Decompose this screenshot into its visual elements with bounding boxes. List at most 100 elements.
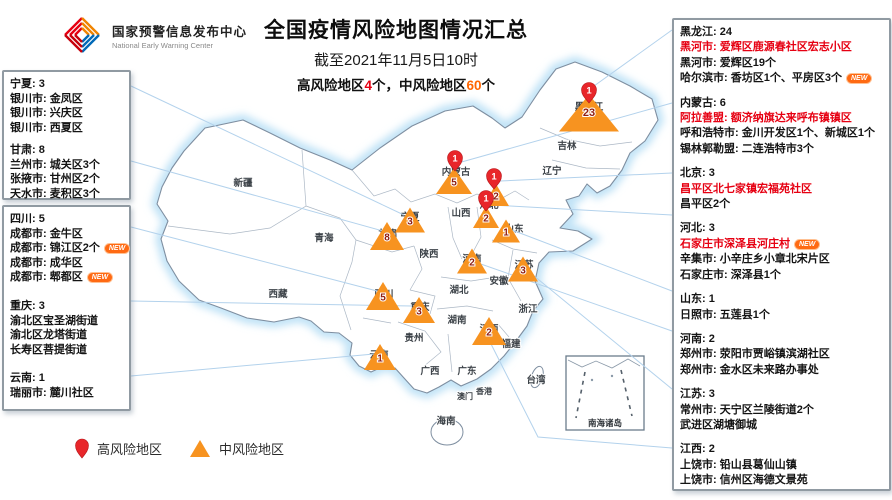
province-summary: 江西: 2 bbox=[680, 443, 715, 456]
org-name-en: National Early Warning Center bbox=[112, 40, 214, 50]
org-logo: 国家预警信息发布中心 National Early Warning Center bbox=[60, 13, 247, 57]
header: 全国疫情风险地图情况汇总 截至2021年11月5日10时 高风险地区4个，中风险… bbox=[240, 14, 552, 94]
high-risk-count: 1 bbox=[586, 86, 592, 97]
high-risk-pin: 1 bbox=[478, 190, 494, 212]
medium-risk-count: 2 bbox=[493, 192, 499, 203]
risk-area-line: 银川市: 兴庆区 bbox=[10, 107, 83, 119]
medium-risk-count: 3 bbox=[416, 307, 422, 318]
risk-area-line: 辛集市: 小辛庄乡小章北宋片区 bbox=[680, 253, 830, 266]
medium-risk-count: 2 bbox=[486, 328, 492, 339]
high-risk-count: 4 bbox=[364, 78, 372, 93]
callout-line bbox=[477, 262, 673, 332]
risk-panel-sichuan-chongqing-yunnan: 四川: 5 成都市: 金牛区 成都市: 锦江区2个 NEW 成都市: 成华区 成都市: 郫… bbox=[2, 205, 131, 411]
risk-area-line: 昌平区2个 bbox=[680, 198, 731, 211]
medium-risk-marker bbox=[472, 317, 506, 345]
province-summary: 内蒙古: 6 bbox=[680, 96, 726, 109]
callout-line bbox=[130, 85, 405, 216]
medium-risk-count: 3 bbox=[407, 217, 413, 228]
risk-area-line: 成都市: 锦江区2个 NEW bbox=[10, 241, 131, 256]
risk-area-line: 哈尔滨市: 香坊区1个、平房区3个 NEW bbox=[680, 71, 883, 86]
risk-area-line: 阿拉善盟: 额济纳旗达来呼布镇镇区 bbox=[680, 112, 852, 125]
south-china-sea-inset: 南海诸岛 bbox=[565, 355, 645, 431]
medium-risk-marker bbox=[436, 168, 472, 194]
high-risk-count: 1 bbox=[483, 194, 489, 205]
province-label: 辽宁 bbox=[542, 165, 562, 177]
callout-lines bbox=[130, 29, 673, 449]
new-badge: NEW bbox=[794, 238, 821, 250]
medium-risk-count: 2 bbox=[469, 258, 475, 269]
medium-risk-marker bbox=[559, 94, 619, 132]
province-summary: 河南: 2 bbox=[680, 332, 715, 345]
risk-area-line: 日照市: 五莲县1个 bbox=[680, 308, 770, 321]
province-label: 海南 bbox=[436, 415, 456, 427]
province-label: 新疆 bbox=[233, 177, 253, 189]
medium-risk-label: 中风险地区 bbox=[398, 78, 467, 93]
risk-area-line: 郑州市: 荥阳市贾峪镇滨湖社区 bbox=[680, 348, 830, 361]
risk-area-line: 成都市: 郫都区 NEW bbox=[10, 270, 123, 285]
province-summary: 四川: 5 bbox=[10, 213, 45, 225]
callout-line bbox=[491, 204, 673, 216]
province-summary: 云南: 1 bbox=[10, 372, 45, 385]
province-label: 湖南 bbox=[447, 314, 467, 326]
legend-medium-risk-label: 中风险地区 bbox=[219, 441, 285, 457]
risk-area-line: 黑河市: 爱辉区鹿源春社区宏志小区 bbox=[680, 41, 852, 54]
province-label: 澳门 bbox=[457, 391, 473, 401]
risk-area-line: 郑州市: 金水区未来路办事处 bbox=[680, 363, 819, 376]
province-summary: 江苏: 3 bbox=[680, 388, 715, 401]
medium-risk-marker bbox=[403, 297, 435, 323]
province-label: 山西 bbox=[451, 207, 471, 219]
risk-area-line: 上饶市: 铅山县葛仙山镇 bbox=[680, 458, 797, 471]
as-of-date: 截至2021年11月5日10时 bbox=[314, 52, 478, 69]
province-label: 陕西 bbox=[419, 248, 439, 260]
risk-area-line: 昌平区北七家镇宏福苑社区 bbox=[680, 182, 812, 195]
medium-risk-count: 5 bbox=[451, 178, 457, 189]
province-label: 广西 bbox=[420, 365, 440, 377]
risk-area-line: 张掖市: 甘州区2个 bbox=[10, 173, 100, 185]
high-risk-pin: 1 bbox=[447, 150, 463, 172]
new-badge: NEW bbox=[86, 272, 114, 284]
high-risk-count: 1 bbox=[452, 154, 458, 165]
callout-line bbox=[527, 270, 673, 390]
province-label: 香港 bbox=[475, 386, 493, 396]
province-summary: 重庆: 3 bbox=[10, 299, 45, 312]
medium-risk-count: 5 bbox=[380, 293, 386, 304]
risk-area-line: 兰州市: 城关区3个 bbox=[10, 158, 100, 171]
risk-area-line: 长寿区菩提街道 bbox=[10, 343, 87, 356]
medium-risk-count: 60 bbox=[466, 78, 482, 93]
org-name-cn: 国家预警信息发布中心 bbox=[112, 24, 248, 39]
risk-area-line: 黑河市: 爱辉区19个 bbox=[680, 56, 776, 69]
province-label: 西藏 bbox=[268, 288, 288, 300]
callout-line bbox=[130, 300, 413, 307]
risk-area-line: 银川市: 西夏区 bbox=[10, 121, 83, 134]
high-risk-pin: 1 bbox=[486, 168, 502, 190]
risk-area-line: 天水市: 麦积区3个 bbox=[10, 187, 100, 200]
province-label: 青海 bbox=[314, 232, 334, 244]
province-label: 贵州 bbox=[404, 332, 423, 344]
hainan-island bbox=[430, 418, 464, 446]
risk-area-line: 锡林郭勒盟: 二连浩特市3个 bbox=[680, 142, 814, 155]
risk-area-line: 石家庄市深泽县河庄村 NEW bbox=[680, 237, 883, 252]
legend-high-risk-label: 高风险地区 bbox=[97, 441, 163, 457]
new-badge: NEW bbox=[103, 243, 131, 255]
risk-area-line: 渝北区宝圣湖街道 bbox=[10, 314, 98, 327]
risk-area-line: 呼和浩特市: 金川开发区1个、新城区1个 bbox=[680, 127, 875, 140]
callout-line bbox=[593, 29, 673, 87]
taiwan-island bbox=[530, 365, 544, 389]
medium-risk-marker bbox=[508, 256, 538, 282]
high-risk-label: 高风险地区 bbox=[296, 78, 365, 93]
medium-risk-marker bbox=[395, 207, 425, 233]
province-summary: 宁夏: 3 bbox=[10, 78, 45, 90]
warning-center-logo-icon bbox=[64, 17, 100, 53]
callout-line bbox=[130, 226, 378, 292]
callout-line bbox=[130, 160, 384, 232]
risk-stats: 高风险地区4个，中风险地区60个 bbox=[296, 78, 496, 93]
province-summary: 北京: 3 bbox=[680, 167, 715, 180]
medium-risk-marker bbox=[366, 282, 400, 310]
risk-panel-east-provinces: 黑龙江: 24 黑河市: 爱辉区鹿源春社区宏志小区 黑河市: 爱辉区19个 哈尔滨市:… bbox=[672, 18, 891, 491]
medium-risk-marker bbox=[457, 248, 487, 274]
risk-area-line: 成都市: 金牛区 bbox=[10, 227, 83, 240]
risk-area-line: 石家庄市: 深泽县1个 bbox=[680, 268, 781, 281]
province-label: 安徽 bbox=[489, 275, 509, 287]
